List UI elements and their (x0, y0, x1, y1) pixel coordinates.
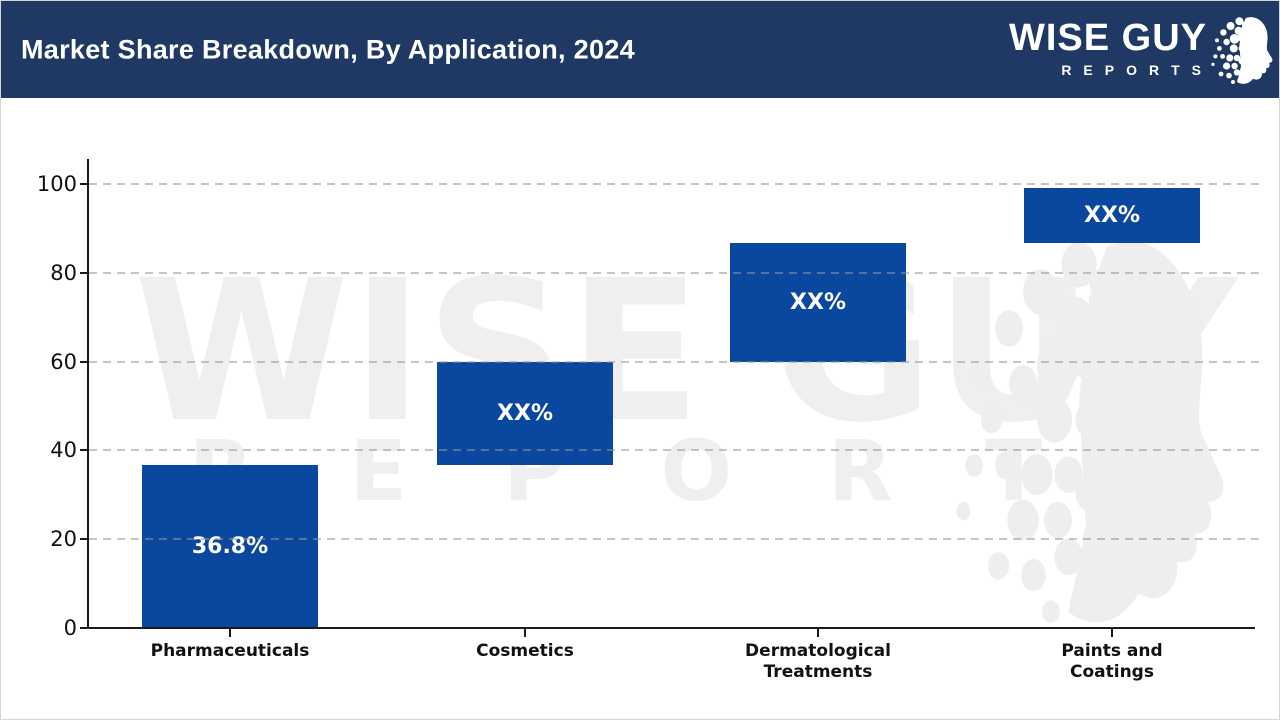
bar-value-label: 36.8% (191, 533, 269, 559)
x-tick-cosmetics (524, 629, 526, 637)
bar-value-label: XX% (790, 289, 846, 315)
y-tick-label: 40 (50, 438, 77, 463)
watermark-head-icon (876, 219, 1226, 639)
gridline-y-60 (89, 360, 1265, 363)
y-tick-label: 100 (36, 172, 77, 196)
x-axis-label-dermatological-treatments: Dermatological Treatments (745, 641, 891, 683)
page-title: Market Share Breakdown, By Application, … (21, 34, 635, 64)
x-tick-paints-and-coatings (1111, 629, 1113, 637)
brand-name: WISE GUY (1008, 17, 1207, 59)
gridline-y-100 (89, 183, 1265, 185)
gridline-y-80 (89, 271, 1265, 274)
bar-value-label: XX% (1084, 203, 1140, 229)
y-tick-0 (80, 627, 89, 629)
x-tick-pharmaceuticals (229, 629, 231, 637)
y-tick-label: 20 (50, 527, 77, 552)
y-tick-label: 60 (50, 349, 77, 374)
bar-dermatological-treatments: XX% (730, 242, 906, 362)
bar-cosmetics: XX% (437, 361, 613, 465)
bar-paints-and-coatings: XX% (1024, 188, 1200, 243)
x-axis-label-cosmetics: Cosmetics (476, 641, 574, 661)
y-tick-40 (80, 449, 89, 452)
y-tick-80 (80, 271, 89, 274)
x-tick-dermatological-treatments (817, 629, 819, 637)
bar-pharmaceuticals: 36.8% (142, 464, 318, 628)
brand-head-icon (1193, 8, 1273, 92)
x-axis-label-pharmaceuticals: Pharmaceuticals (150, 641, 310, 661)
y-tick-100 (80, 183, 89, 185)
y-axis (87, 159, 89, 629)
x-axis (87, 627, 1255, 629)
title-bar: Market Share Breakdown, By Application, … (1, 1, 1279, 98)
brand-logo: WISE GUY REPORTS (1009, 5, 1271, 95)
gridline-y-20 (89, 538, 1265, 541)
y-tick-20 (80, 538, 89, 541)
bar-value-label: XX% (497, 400, 553, 426)
brand-subtitle: REPORTS (1061, 62, 1213, 78)
y-tick-label: 0 (63, 616, 77, 640)
y-tick-60 (80, 360, 89, 363)
gridline-y-40 (89, 449, 1265, 452)
y-tick-label: 80 (50, 260, 77, 285)
x-axis-label-paints-and-coatings: Paints and Coatings (1061, 641, 1163, 683)
